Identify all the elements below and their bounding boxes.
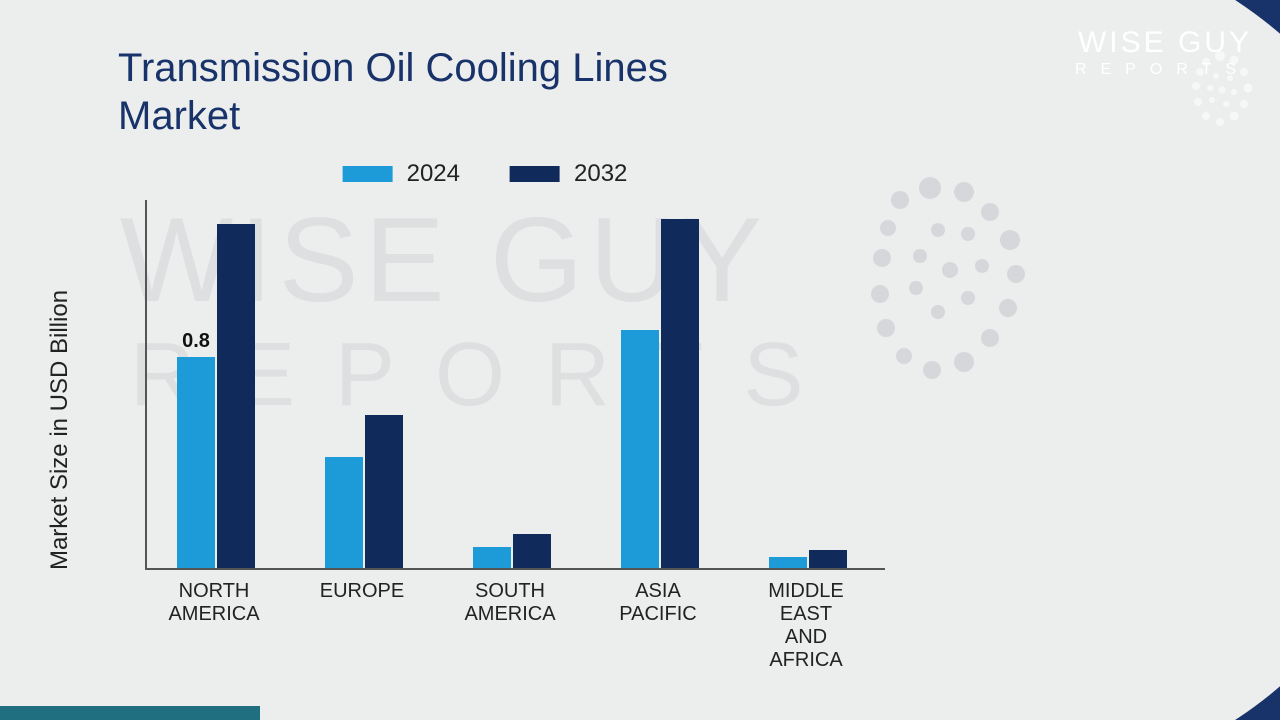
legend-swatch-2024: [343, 166, 393, 182]
y-axis-label: Market Size in USD Billion: [46, 290, 74, 570]
x-axis-label: ASIAPACIFIC: [598, 580, 718, 626]
bar-group: 0.8: [177, 224, 255, 568]
bar: [809, 550, 847, 569]
bar: [473, 547, 511, 568]
bar-group: [621, 219, 699, 568]
x-axis-label: SOUTHAMERICA: [450, 580, 570, 626]
bar-group: [325, 415, 403, 568]
logo-head-icon: [1188, 48, 1258, 128]
bar: [661, 219, 699, 568]
chart: Market Size in USD Billion 2024 2032 0.8…: [70, 170, 900, 690]
bar: [217, 224, 255, 568]
logo: WISE GUY REPORTS: [1075, 28, 1252, 78]
legend-swatch-2032: [510, 166, 560, 182]
bottom-strip: [0, 706, 260, 720]
bar-value-label: 0.8: [182, 330, 210, 353]
bar: [365, 415, 403, 568]
legend-label-2032: 2032: [574, 160, 627, 188]
bar: [621, 330, 659, 568]
legend-label-2024: 2024: [407, 160, 460, 188]
x-axis-label: EUROPE: [302, 580, 422, 603]
plot-area: 0.8: [145, 200, 885, 570]
legend-item-2024: 2024: [343, 160, 460, 188]
bar: [769, 557, 807, 568]
chart-title: Transmission Oil Cooling Lines Market: [118, 44, 798, 140]
legend-item-2032: 2032: [510, 160, 627, 188]
bar: [325, 457, 363, 568]
x-axis-labels: NORTHAMERICA EUROPE SOUTHAMERICA ASIAPACIFI…: [145, 574, 885, 684]
bar: 0.8: [177, 357, 215, 568]
bar-group: [473, 534, 551, 568]
legend: 2024 2032: [343, 160, 628, 188]
x-axis-label: MIDDLEEASTANDAFRICA: [746, 580, 866, 672]
bar: [513, 534, 551, 568]
bar-group: [769, 550, 847, 569]
x-axis-label: NORTHAMERICA: [154, 580, 274, 626]
